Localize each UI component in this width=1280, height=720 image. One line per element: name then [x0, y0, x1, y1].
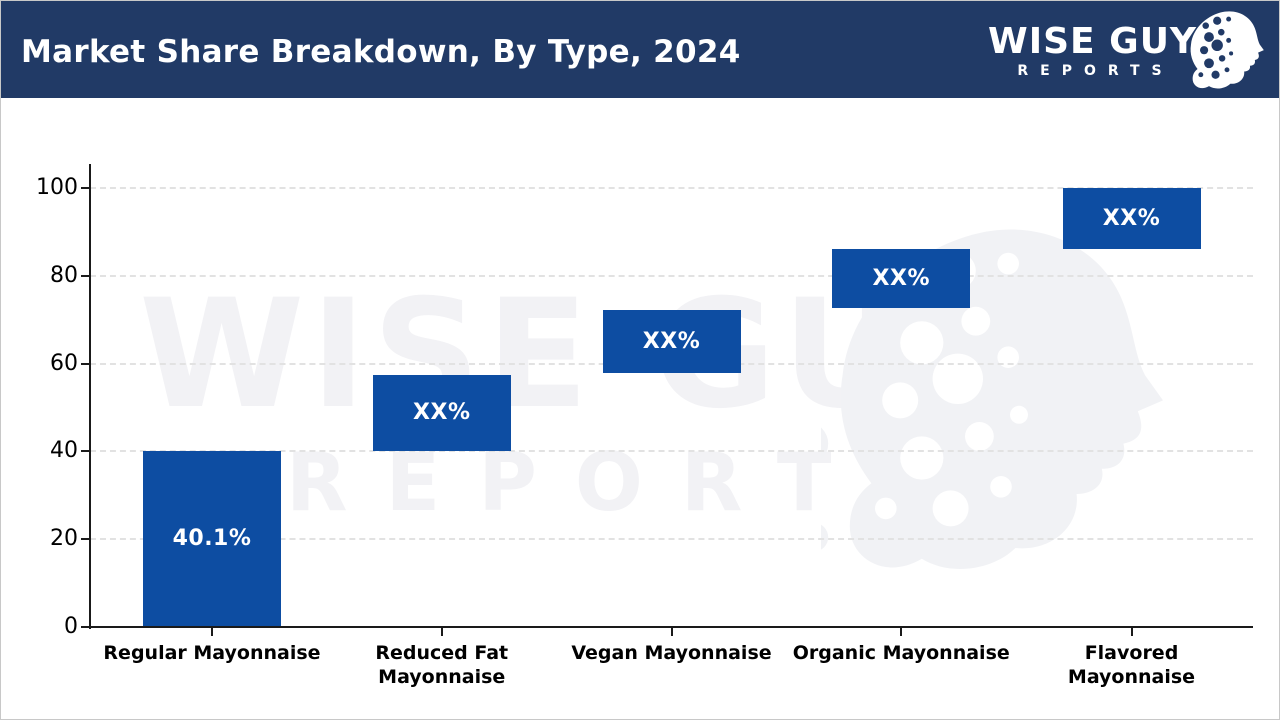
- x-tick-4: [1130, 628, 1133, 636]
- y-axis-line: [89, 164, 91, 629]
- y-tick-0: [81, 626, 89, 628]
- x-axis-line: [88, 626, 1253, 628]
- bar-value-label: XX%: [642, 329, 701, 355]
- x-tick-label-4: Flavored Mayonnaise: [1067, 642, 1196, 688]
- gridline-20: [90, 538, 1253, 541]
- bar-value-label: XX%: [413, 400, 471, 426]
- gridline-80: [90, 274, 1253, 277]
- header: Market Share Breakdown, By Type, 2024 WI…: [1, 1, 1279, 98]
- bar-reduced-fat-mayonnaise: XX%: [372, 374, 511, 451]
- y-tick-label-20: 20: [50, 526, 78, 552]
- y-tick-label-80: 80: [50, 262, 78, 288]
- y-tick-60: [81, 362, 89, 365]
- bar-organic-mayonnaise: XX%: [832, 249, 971, 309]
- y-tick-label-0: 0: [64, 614, 78, 639]
- bar-regular-mayonnaise: 40.1%: [143, 450, 281, 627]
- x-tick-3: [900, 628, 903, 636]
- y-tick-100: [81, 187, 89, 189]
- x-tick-1: [440, 628, 443, 636]
- bar-flavored-mayonnaise: XX%: [1062, 188, 1201, 250]
- x-tick-label-1: Reduced Fat Mayonnaise: [375, 642, 509, 688]
- y-tick-40: [81, 450, 89, 453]
- market-share-chart: WISE GUY REPORTS 40.1% XX% XX% XX% XX% 0 20 40 6…: [1, 98, 1279, 719]
- bar-value-label: XX%: [1102, 206, 1161, 231]
- logo-head-icon: [1190, 11, 1264, 89]
- gridline-100: [90, 187, 1253, 189]
- logo-wordmark-line1: WISE GUY: [987, 21, 1197, 62]
- bar-vegan-mayonnaise: XX%: [602, 310, 741, 374]
- gridline-40: [90, 450, 1253, 453]
- y-tick-label-100: 100: [36, 175, 78, 200]
- bar-value-label: XX%: [872, 266, 930, 292]
- plot-area: 40.1% XX% XX% XX% XX% 0 20 40 60 80 100 Regular May…: [1, 98, 1279, 719]
- y-tick-label-40: 40: [50, 438, 78, 464]
- wiseguy-logo: WISE GUY REPORTS: [988, 5, 1273, 97]
- bar-value-label: 40.1%: [172, 526, 252, 552]
- y-tick-label-60: 60: [50, 350, 78, 376]
- x-tick-2: [670, 628, 673, 636]
- x-tick-label-0: Regular Mayonnaise: [103, 642, 321, 664]
- page-title: Market Share Breakdown, By Type, 2024: [21, 34, 741, 70]
- x-tick-label-2: Vegan Mayonnaise: [571, 642, 772, 664]
- y-tick-20: [81, 538, 89, 541]
- logo-wordmark-line2: REPORTS: [1017, 63, 1174, 79]
- y-tick-80: [81, 274, 89, 277]
- logo-wordmark: WISE GUY REPORTS: [987, 21, 1197, 80]
- x-tick-0: [211, 628, 213, 636]
- x-tick-label-3: Organic Mayonnaise: [792, 642, 1010, 664]
